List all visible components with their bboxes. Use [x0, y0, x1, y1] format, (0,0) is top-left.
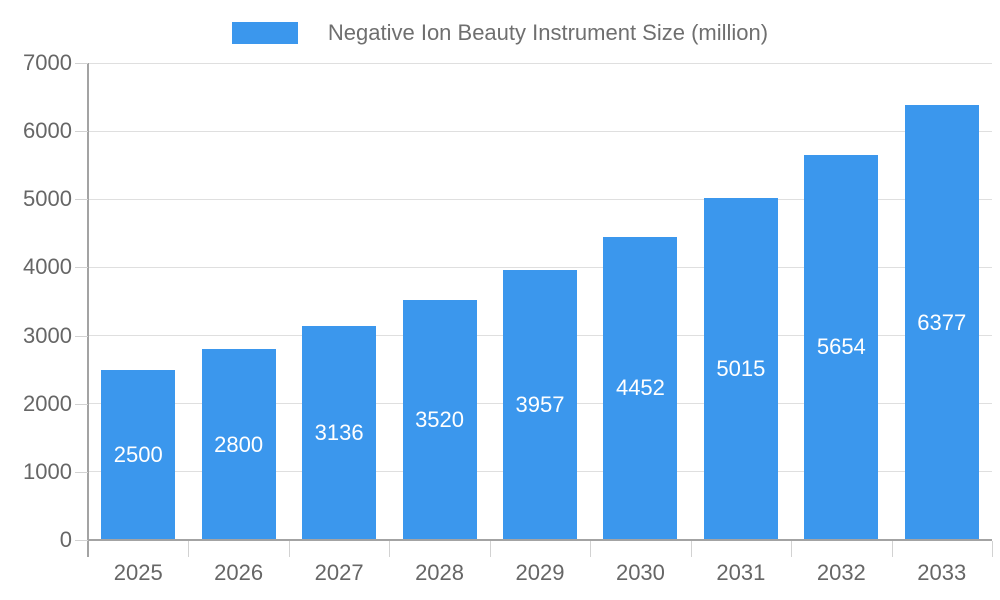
- y-axis-tick-label: 4000: [23, 254, 72, 280]
- x-axis-tick: [288, 541, 290, 557]
- bar-2030[interactable]: 4452: [603, 236, 678, 540]
- legend-color-swatch: [231, 22, 298, 44]
- y-axis-tick-label: 6000: [23, 118, 72, 144]
- x-axis-tick: [891, 541, 893, 557]
- bar-value-label: 4452: [615, 375, 665, 401]
- x-axis-tick-label: 2028: [415, 560, 465, 585]
- y-axis-tick-label: 7000: [23, 50, 72, 75]
- bar-2031[interactable]: 5015: [703, 198, 778, 540]
- bar-2033[interactable]: 6377: [904, 105, 979, 540]
- bar-2028[interactable]: 3520: [402, 300, 477, 540]
- bar-2032[interactable]: 5654: [804, 154, 879, 540]
- x-axis-tick: [489, 541, 491, 557]
- y-gridline-7000: [88, 62, 992, 64]
- y-axis-tick: [75, 267, 88, 269]
- bar-value-label: 3136: [314, 420, 364, 446]
- y-axis-tick-label: 3000: [23, 322, 72, 348]
- bar-value-label: 2500: [113, 441, 163, 467]
- y-axis-tick-label: 2000: [23, 390, 72, 416]
- x-axis-tick-label: 2033: [917, 560, 967, 585]
- y-gridline-6000: [88, 130, 992, 132]
- bar-value-label: 2800: [214, 431, 264, 457]
- y-axis-tick: [75, 63, 88, 64]
- x-axis-tick: [590, 541, 592, 557]
- x-axis-tick-label: 2031: [716, 560, 766, 585]
- y-axis-tick-label: 0: [59, 527, 72, 552]
- x-axis-tick: [791, 541, 793, 557]
- y-gridline-5000: [88, 198, 992, 200]
- y-axis-tick: [75, 540, 88, 541]
- y-axis-tick: [75, 471, 88, 473]
- x-axis-tick: [389, 541, 391, 557]
- y-axis-tick: [75, 403, 88, 405]
- x-axis-tick-label: 2029: [515, 560, 565, 585]
- bar-2029[interactable]: 3957: [503, 270, 577, 540]
- bar-value-label: 5654: [816, 334, 866, 360]
- bar-2026[interactable]: 2800: [201, 349, 276, 540]
- bar-value-label: 3520: [415, 407, 465, 433]
- y-axis-tick: [75, 131, 88, 133]
- plot-area: 2500 2800 3136 3520 3957 4452 5015 5654 6377: [88, 62, 992, 541]
- x-axis-baseline: [88, 539, 992, 541]
- x-axis-tick: [992, 541, 993, 557]
- bar-value-label: 3957: [515, 392, 565, 418]
- x-axis-tick-label: 2027: [314, 560, 364, 585]
- bar-value-label: 6377: [917, 309, 967, 335]
- x-axis-tick-label: 2030: [615, 560, 665, 585]
- x-axis-tick: [690, 541, 692, 557]
- y-gridline-4000: [88, 266, 992, 268]
- y-axis-tick-label: 5000: [23, 186, 72, 212]
- y-axis-tick-label: 1000: [23, 458, 72, 484]
- x-axis-tick: [188, 541, 190, 557]
- y-axis-tick: [75, 199, 88, 201]
- legend-series-label: Negative Ion Beauty Instrument Size (mil…: [327, 20, 769, 45]
- chart-legend[interactable]: Negative Ion Beauty Instrument Size (mil…: [0, 20, 1000, 46]
- y-axis-line: [87, 63, 89, 557]
- x-axis-tick-label: 2026: [214, 560, 264, 585]
- bar-2025[interactable]: 2500: [101, 369, 176, 540]
- x-axis-tick-label: 2032: [816, 560, 866, 585]
- x-axis-tick-label: 2025: [113, 560, 163, 585]
- y-axis-tick: [75, 335, 88, 337]
- bar-2027[interactable]: 3136: [302, 326, 377, 540]
- bar-value-label: 5015: [716, 356, 766, 382]
